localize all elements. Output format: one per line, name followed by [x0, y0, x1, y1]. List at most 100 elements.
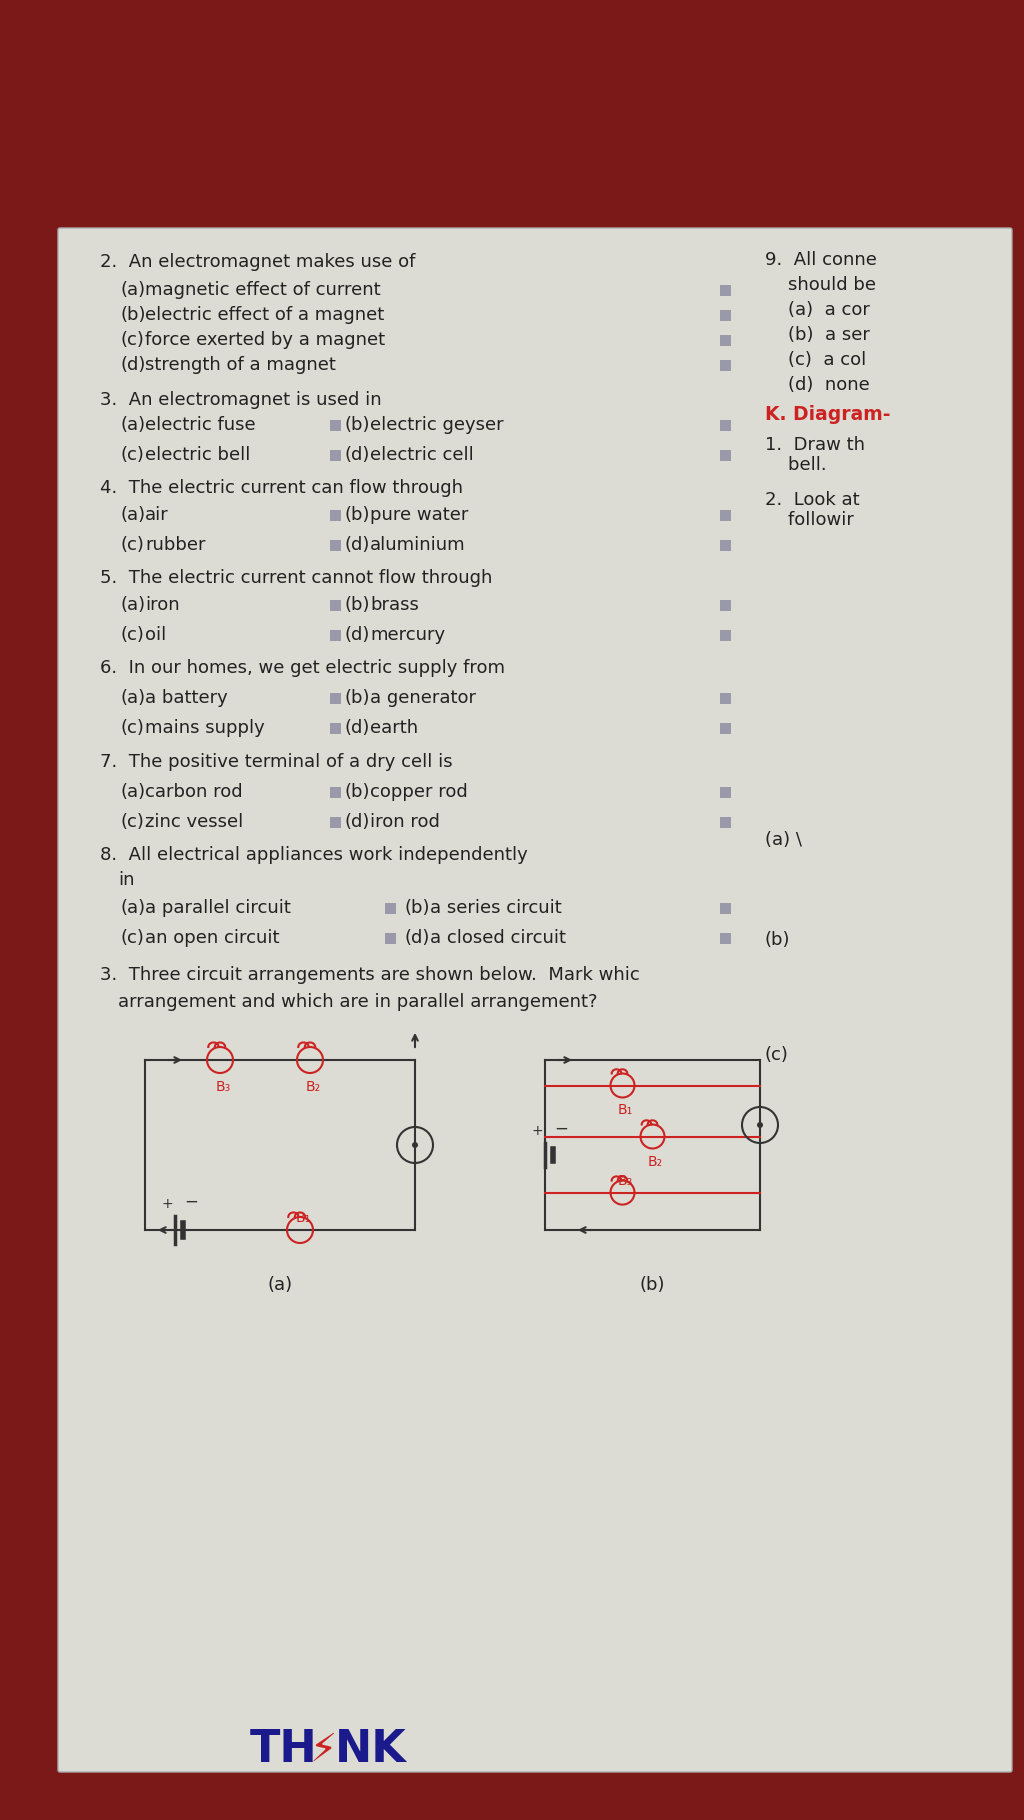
Text: (d): (d) [120, 357, 145, 373]
Text: (b): (b) [639, 1276, 665, 1294]
Text: in: in [118, 872, 134, 888]
Text: +: + [161, 1198, 173, 1210]
Text: 4.  The electric current can flow through: 4. The electric current can flow through [100, 479, 463, 497]
Text: a battery: a battery [145, 690, 227, 706]
Text: (d): (d) [406, 928, 430, 946]
Text: a closed circuit: a closed circuit [430, 928, 566, 946]
Text: a parallel circuit: a parallel circuit [145, 899, 291, 917]
Text: (c): (c) [120, 331, 144, 349]
Text: electric cell: electric cell [370, 446, 474, 464]
Text: (b): (b) [406, 899, 430, 917]
Bar [0, 0, 1024, 289]
Bar [720, 599, 730, 610]
Text: arrangement and which are in parallel arrangement?: arrangement and which are in parallel ar… [118, 994, 597, 1010]
Text: force exerted by a magnet: force exerted by a magnet [145, 331, 385, 349]
Text: (a): (a) [120, 506, 145, 524]
Bar [720, 903, 730, 914]
Circle shape [757, 1121, 763, 1128]
Text: rubber: rubber [145, 537, 206, 553]
Text: −: − [184, 1192, 198, 1210]
Text: (b): (b) [345, 690, 371, 706]
Text: a series circuit: a series circuit [430, 899, 562, 917]
Text: 6.  In our homes, we get electric supply from: 6. In our homes, we get electric supply … [100, 659, 505, 677]
Text: 3.  An electromagnet is used in: 3. An electromagnet is used in [100, 391, 382, 410]
Text: 9.  All conne: 9. All conne [765, 251, 877, 269]
Bar [720, 309, 730, 320]
Text: oil: oil [145, 626, 166, 644]
Text: (b): (b) [345, 595, 371, 613]
Text: pure water: pure water [370, 506, 468, 524]
Text: electric bell: electric bell [145, 446, 251, 464]
Bar [720, 630, 730, 641]
Text: (d): (d) [345, 626, 371, 644]
Text: 2.  Look at: 2. Look at [765, 491, 859, 510]
Bar [720, 360, 730, 371]
Text: air: air [145, 506, 169, 524]
Text: (b): (b) [345, 417, 371, 433]
Text: (d): (d) [345, 719, 371, 737]
Text: should be: should be [765, 277, 876, 295]
Text: B₁: B₁ [617, 1103, 633, 1117]
Text: −: − [554, 1119, 568, 1138]
Text: B₂: B₂ [305, 1079, 321, 1094]
Text: (d)  none: (d) none [765, 377, 869, 393]
Text: followir: followir [765, 511, 854, 530]
Text: strength of a magnet: strength of a magnet [145, 357, 336, 373]
Bar [720, 510, 730, 521]
Text: copper rod: copper rod [370, 783, 468, 801]
Text: 1.  Draw th: 1. Draw th [765, 437, 865, 453]
Bar [330, 539, 341, 550]
Text: 8.  All electrical appliances work independently: 8. All electrical appliances work indepe… [100, 846, 527, 864]
Text: B₃: B₃ [215, 1079, 230, 1094]
Text: magnetic effect of current: magnetic effect of current [145, 280, 381, 298]
Text: 2.  An electromagnet makes use of: 2. An electromagnet makes use of [100, 253, 416, 271]
Text: bell.: bell. [765, 457, 826, 473]
Text: (d): (d) [345, 446, 371, 464]
Text: (c): (c) [765, 1046, 788, 1065]
Bar [720, 284, 730, 295]
Text: (c)  a col: (c) a col [765, 351, 866, 369]
Text: K. Diagram-: K. Diagram- [765, 406, 891, 424]
Text: (d): (d) [345, 537, 371, 553]
Text: (a): (a) [120, 417, 145, 433]
Text: (c): (c) [120, 626, 144, 644]
Text: (d): (d) [345, 814, 371, 832]
Bar [330, 630, 341, 641]
Bar [720, 932, 730, 943]
Bar [330, 510, 341, 521]
Text: (a): (a) [267, 1276, 293, 1294]
Text: NK: NK [335, 1729, 407, 1771]
Text: electric geyser: electric geyser [370, 417, 504, 433]
Text: (a): (a) [120, 595, 145, 613]
Text: (a): (a) [120, 690, 145, 706]
Text: brass: brass [370, 595, 419, 613]
Text: aluminium: aluminium [370, 537, 466, 553]
Text: earth: earth [370, 719, 418, 737]
Text: (b): (b) [345, 506, 371, 524]
Bar [720, 450, 730, 460]
Text: (c): (c) [120, 814, 144, 832]
Text: carbon rod: carbon rod [145, 783, 243, 801]
Bar [330, 786, 341, 797]
Text: B₃: B₃ [617, 1174, 633, 1188]
Text: an open circuit: an open circuit [145, 928, 280, 946]
Text: electric fuse: electric fuse [145, 417, 256, 433]
Bar [330, 599, 341, 610]
Bar [330, 450, 341, 460]
Bar [720, 539, 730, 550]
Text: 7.  The positive terminal of a dry cell is: 7. The positive terminal of a dry cell i… [100, 753, 453, 772]
Bar [720, 786, 730, 797]
Text: (c): (c) [120, 537, 144, 553]
Bar [384, 903, 395, 914]
Bar [330, 419, 341, 431]
Text: (b): (b) [765, 932, 791, 948]
Text: ⚡: ⚡ [310, 1731, 337, 1769]
Text: TH: TH [250, 1729, 317, 1771]
Text: mercury: mercury [370, 626, 445, 644]
Text: iron: iron [145, 595, 179, 613]
Bar [330, 692, 341, 704]
Bar [720, 335, 730, 346]
Text: (a): (a) [120, 899, 145, 917]
Bar [330, 723, 341, 733]
Text: a generator: a generator [370, 690, 476, 706]
